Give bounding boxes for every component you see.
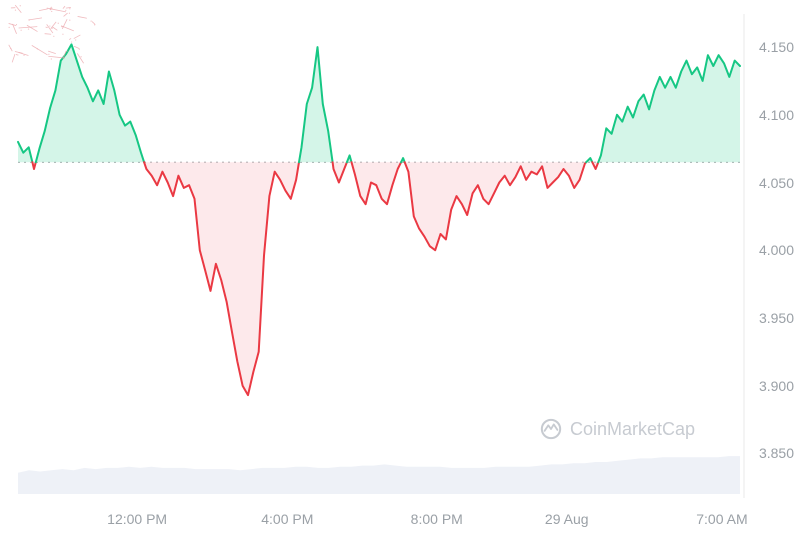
chart-canvas xyxy=(0,0,800,533)
coinmarketcap-watermark: CoinMarketCap xyxy=(540,418,695,440)
y-axis-label: 3.950 xyxy=(759,310,794,326)
y-axis-label: 4.000 xyxy=(759,242,794,258)
x-axis-label: 29 Aug xyxy=(545,511,589,527)
watermark-text: CoinMarketCap xyxy=(570,419,695,440)
corner-logo xyxy=(8,4,96,64)
x-axis-label: 7:00 AM xyxy=(696,511,747,527)
x-axis-label: 12:00 PM xyxy=(107,511,167,527)
price-area-up xyxy=(598,55,740,162)
y-axis-label: 4.150 xyxy=(759,39,794,55)
x-axis-label: 4:00 PM xyxy=(261,511,313,527)
y-axis-label: 3.850 xyxy=(759,445,794,461)
volume-area xyxy=(18,456,740,494)
x-axis-label: 8:00 PM xyxy=(411,511,463,527)
coinmarketcap-icon xyxy=(540,418,562,440)
price-chart: 3.850 3.900 3.950 4.000 4.050 4.100 4.150 12:0… xyxy=(0,0,800,533)
y-axis-label: 4.050 xyxy=(759,175,794,191)
y-axis-label: 4.100 xyxy=(759,107,794,123)
y-axis-label: 3.900 xyxy=(759,378,794,394)
